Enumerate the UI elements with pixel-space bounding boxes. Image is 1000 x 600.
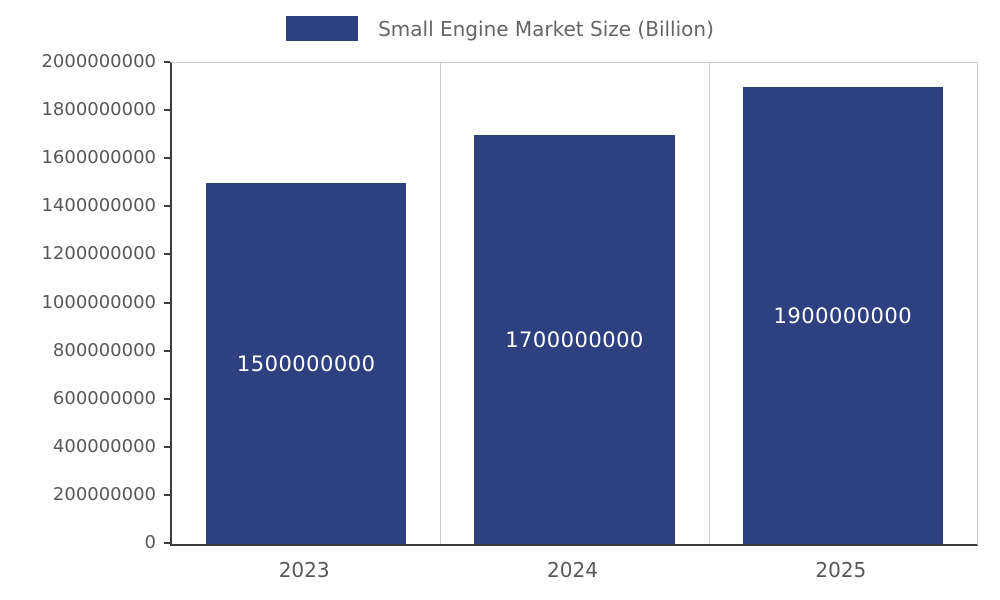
y-axis-tick-mark [164, 109, 170, 112]
y-axis-tick-label: 1800000000 [41, 99, 156, 121]
x-axis-tick-label: 2024 [547, 558, 598, 582]
bar-value-label: 1900000000 [773, 303, 913, 328]
bar-2023: 1500000000 [206, 183, 407, 544]
y-axis-tick-mark [164, 205, 170, 208]
y-axis-tick-label: 1200000000 [41, 243, 156, 265]
y-axis-tick-mark [164, 157, 170, 160]
y-axis-tick-label: 200000000 [52, 483, 156, 505]
y-axis-tick-label: 1000000000 [41, 291, 156, 313]
y-axis-tick-label: 2000000000 [41, 51, 156, 72]
y-axis-tick-label: 600000000 [52, 387, 156, 409]
bar-value-label: 1700000000 [505, 327, 644, 352]
y-axis-tick-mark [164, 445, 170, 448]
y-axis-tick-label: 0 [144, 532, 156, 553]
x-axis-tick-label: 2025 [815, 558, 867, 582]
y-axis-tick-label: 1400000000 [41, 195, 156, 217]
y-axis-tick-label: 400000000 [52, 435, 156, 457]
legend-swatch [286, 16, 359, 41]
y-axis-tick-label: 800000000 [52, 339, 156, 361]
y-axis-tick-mark [164, 397, 170, 400]
y-axis-tick-mark [164, 349, 170, 352]
bar-2025: 1900000000 [742, 87, 943, 544]
x-axis-tick-label: 2023 [278, 558, 330, 582]
legend-label: Small Engine Market Size (Billion) [378, 16, 714, 41]
y-axis-tick-mark [164, 253, 170, 256]
y-axis-tick-mark [164, 542, 170, 544]
vertical-gridline [440, 63, 441, 544]
bar-value-label: 1500000000 [236, 351, 376, 376]
y-axis-tick-label: 1600000000 [41, 147, 156, 169]
y-axis-tick-mark [164, 61, 170, 63]
y-axis-tick-mark [164, 493, 170, 496]
bar-2024: 1700000000 [474, 135, 675, 544]
plot-area: 1500000000 1700000000 1900000000 [170, 62, 978, 546]
chart-legend: Small Engine Market Size (Billion) [0, 16, 1000, 41]
vertical-gridline [709, 63, 710, 544]
y-axis-tick-mark [164, 301, 170, 304]
